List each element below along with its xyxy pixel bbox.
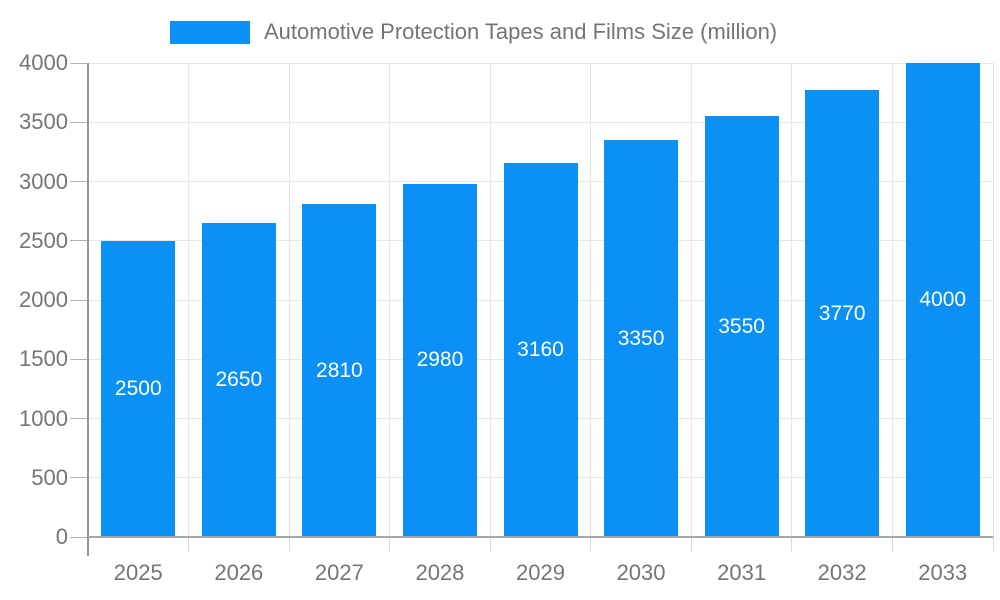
x-axis-tick xyxy=(891,537,893,552)
legend-swatch xyxy=(170,20,250,44)
bar-value-label: 3550 xyxy=(718,314,765,338)
v-gridline xyxy=(791,63,793,537)
x-axis-label: 2025 xyxy=(113,560,163,585)
x-axis-tick xyxy=(188,537,190,552)
x-axis-tick xyxy=(288,537,290,552)
v-gridline xyxy=(690,63,692,537)
x-axis-tick xyxy=(389,537,391,552)
bar-2027 xyxy=(302,204,377,537)
x-axis-label: 2032 xyxy=(817,560,867,585)
x-axis-label: 2029 xyxy=(516,560,565,585)
x-axis-line xyxy=(88,536,993,538)
bar-2025 xyxy=(101,240,176,537)
x-axis-tick xyxy=(791,537,793,552)
y-axis-tick xyxy=(70,477,88,479)
x-axis-label: 2026 xyxy=(214,560,264,585)
bar-value-label: 2500 xyxy=(114,376,162,400)
y-axis-tick xyxy=(70,240,88,242)
y-axis-label: 1000 xyxy=(19,405,68,431)
y-axis-label: 2500 xyxy=(19,227,68,253)
chart-legend: Automotive Protection Tapes and Films Si… xyxy=(170,19,777,45)
y-axis-tick xyxy=(70,418,88,419)
h-gridline xyxy=(88,121,993,123)
y-axis-tick xyxy=(70,299,88,301)
bar-value-label: 3350 xyxy=(617,326,665,350)
bar-value-label: 3160 xyxy=(517,337,564,361)
bar-2031 xyxy=(704,116,779,537)
bar-value-label: 4000 xyxy=(919,288,967,311)
x-axis-tick xyxy=(590,537,592,552)
bar-2030 xyxy=(604,140,679,537)
x-axis-tick xyxy=(992,537,994,552)
y-axis-label: 2000 xyxy=(19,287,68,312)
y-axis-tick xyxy=(70,181,88,182)
y-axis-label: 0 xyxy=(55,524,68,549)
bar-value-label: 2650 xyxy=(215,367,263,391)
y-axis-tick xyxy=(70,62,88,64)
y-axis-tick xyxy=(70,358,88,360)
y-axis-label: 3000 xyxy=(19,168,68,194)
bar-value-label: 2980 xyxy=(416,348,464,372)
bar-2026 xyxy=(201,222,276,537)
h-gridline xyxy=(88,62,993,64)
v-gridline xyxy=(389,63,391,537)
bar-value-label: 2810 xyxy=(316,358,363,382)
y-axis-tick xyxy=(70,121,88,123)
bar-2029 xyxy=(503,162,578,537)
bar-value-label: 3770 xyxy=(818,301,866,325)
bar-2032 xyxy=(805,90,880,537)
y-axis-label: 500 xyxy=(31,464,68,490)
x-axis-tick xyxy=(690,537,692,552)
y-axis-label: 4000 xyxy=(19,50,68,75)
x-axis-label: 2033 xyxy=(918,560,968,585)
v-gridline xyxy=(288,63,290,537)
x-axis-label: 2027 xyxy=(314,560,364,585)
y-axis-label: 3500 xyxy=(19,109,68,135)
v-gridline xyxy=(891,63,893,537)
legend-label: Automotive Protection Tapes and Films Si… xyxy=(264,19,778,44)
v-gridline xyxy=(489,63,491,537)
v-gridline xyxy=(992,63,994,537)
x-axis-label: 2031 xyxy=(717,560,767,585)
y-axis-tick xyxy=(70,536,88,538)
x-axis-label: 2030 xyxy=(616,560,666,585)
v-gridline xyxy=(188,63,190,537)
x-axis-label: 2028 xyxy=(415,560,465,585)
v-gridline xyxy=(590,63,592,537)
bar-2028 xyxy=(402,183,477,537)
y-axis-label: 1500 xyxy=(19,346,68,372)
bar-2033 xyxy=(905,63,980,537)
x-axis-tick xyxy=(489,537,491,552)
y-axis-line xyxy=(87,63,89,556)
